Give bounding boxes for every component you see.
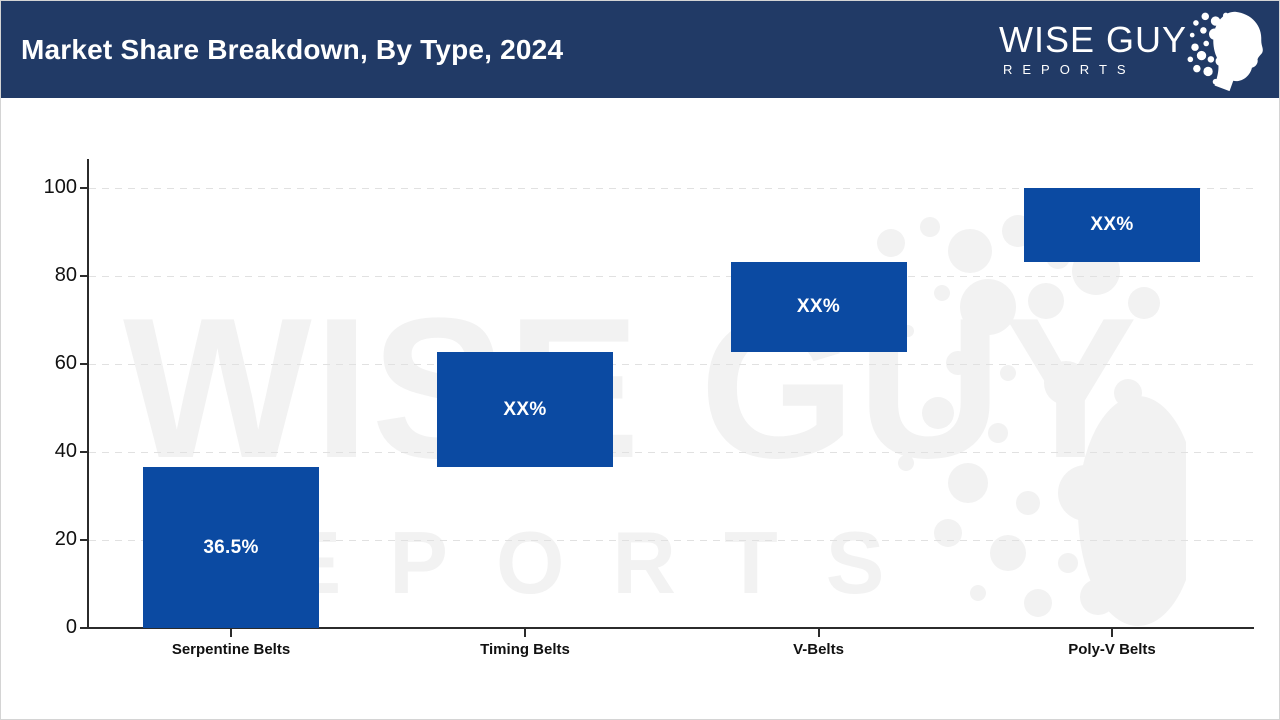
logo-line-wise-guy: WISE GUY [998, 19, 1187, 60]
y-tick-60 [80, 363, 88, 365]
bar-poly-v-belts: XX% [1024, 188, 1200, 262]
watermark-dots-head [877, 215, 1186, 626]
gridline-100 [89, 187, 1256, 189]
gridline-80 [89, 275, 1256, 277]
bar-value-label: XX% [796, 295, 841, 317]
x-tick-2 [817, 629, 820, 637]
chart-title: Market Share Breakdown, By Type, 2024 [21, 33, 564, 65]
y-tick-0 [80, 627, 88, 629]
x-category-label: Timing Belts [480, 641, 570, 658]
wiseguy-logo: WISE GUY REPORTS [999, 8, 1265, 92]
x-tick-3 [1111, 629, 1113, 637]
y-tick-20 [80, 539, 88, 541]
y-tick-label-40: 40 [54, 440, 77, 462]
y-tick-label-0: 0 [65, 616, 77, 638]
y-tick-label-100: 100 [43, 176, 77, 198]
bar-value-label: XX% [1090, 213, 1134, 235]
y-tick-label-20: 20 [54, 528, 77, 550]
y-tick-100 [80, 187, 88, 189]
y-tick-label-60: 60 [54, 352, 77, 374]
y-tick-label-80: 80 [54, 264, 77, 286]
x-tick-1 [524, 629, 526, 637]
logo-line-reports: REPORTS [1002, 62, 1136, 77]
x-category-label: V-Belts [793, 641, 844, 658]
gridline-60 [89, 363, 1256, 365]
bar-v-belts: XX% [730, 261, 907, 352]
gridline-40 [89, 451, 1256, 453]
header-bar: Market Share Breakdown, By Type, 2024 WI… [1, 1, 1279, 98]
x-tick-0 [230, 629, 232, 637]
logo-head-icon [1187, 11, 1263, 91]
logo-wordmark: WISE GUY REPORTS [998, 19, 1187, 78]
bar-value-label: 36.5% [203, 536, 259, 558]
gridline-20 [89, 539, 1256, 541]
x-category-label: Poly-V Belts [1068, 641, 1156, 658]
y-tick-80 [80, 275, 88, 277]
bar-timing-belts: XX% [437, 351, 613, 468]
bar-value-label: XX% [503, 398, 547, 420]
y-tick-40 [80, 451, 88, 453]
bar-serpentine-belts: 36.5% [143, 467, 319, 628]
y-axis [87, 159, 89, 629]
x-category-label: Serpentine Belts [171, 641, 291, 658]
x-axis [88, 627, 1254, 629]
